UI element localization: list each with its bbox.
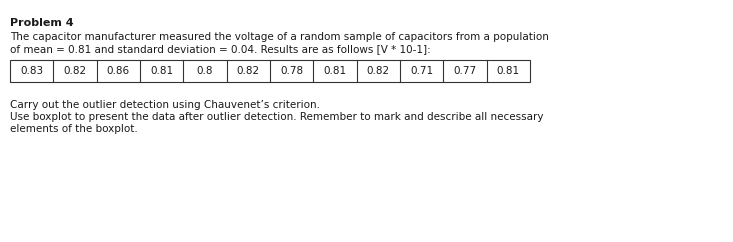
Text: 0.86: 0.86 — [107, 66, 130, 76]
Text: 0.71: 0.71 — [410, 66, 433, 76]
Text: elements of the boxplot.: elements of the boxplot. — [10, 124, 138, 134]
Text: 0.78: 0.78 — [280, 66, 303, 76]
Text: 0.77: 0.77 — [454, 66, 476, 76]
Text: 0.83: 0.83 — [20, 66, 43, 76]
Text: Use boxplot to present the data after outlier detection. Remember to mark and de: Use boxplot to present the data after ou… — [10, 112, 543, 122]
Text: 0.82: 0.82 — [64, 66, 86, 76]
Text: The capacitor manufacturer measured the voltage of a random sample of capacitors: The capacitor manufacturer measured the … — [10, 32, 549, 42]
Text: Problem 4: Problem 4 — [10, 18, 73, 28]
Text: 0.8: 0.8 — [196, 66, 213, 76]
Text: 0.82: 0.82 — [366, 66, 390, 76]
Text: Carry out the outlier detection using Chauvenet’s criterion.: Carry out the outlier detection using Ch… — [10, 100, 320, 110]
Text: 0.81: 0.81 — [497, 66, 520, 76]
Text: of mean = 0.81 and standard deviation = 0.04. Results are as follows [V * 10-1]:: of mean = 0.81 and standard deviation = … — [10, 44, 431, 54]
Text: 0.81: 0.81 — [150, 66, 173, 76]
Text: 0.82: 0.82 — [237, 66, 260, 76]
Bar — [10, 60, 530, 82]
Text: 0.81: 0.81 — [323, 66, 347, 76]
